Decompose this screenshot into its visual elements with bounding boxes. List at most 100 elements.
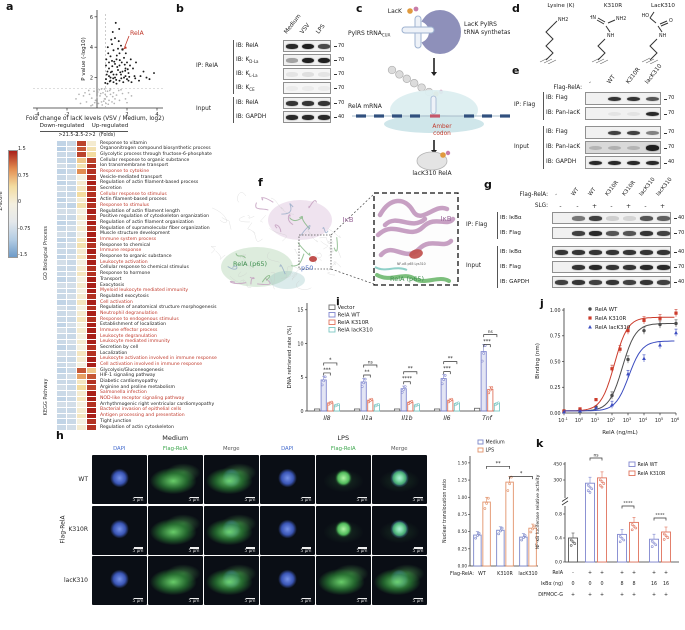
sig-point: [108, 67, 110, 70]
stain-header: Flag-RelA: [162, 446, 188, 452]
density-mesh-stroke: [315, 252, 322, 258]
heatmap-cell: [57, 175, 67, 181]
data-dot: [497, 532, 501, 536]
heatmap-cell: [67, 237, 77, 244]
scale-bar: [301, 547, 311, 549]
marker-square: [578, 407, 582, 411]
marker-tick: [664, 147, 667, 149]
heatmap-row-label: Glycolysis/Gluconeogenesis: [100, 367, 164, 373]
sig-point: [114, 37, 116, 40]
heatmap-cell: [57, 158, 67, 164]
heatmap-cell: [57, 413, 67, 420]
heatmap-row: Myeloid leukocyte mediated immunity: [57, 289, 188, 295]
text-label: +: [652, 570, 656, 576]
text-label: RelA: [552, 570, 563, 576]
density-mesh-stroke: [299, 230, 311, 235]
data-dot: [652, 541, 656, 545]
density-mesh-stroke: [242, 263, 253, 267]
ib-label: IB: GAPDH: [236, 113, 267, 120]
data-dot: [476, 534, 479, 537]
heatmap-cell: [77, 271, 87, 278]
marker-tick: [674, 267, 677, 268]
blot-box: [283, 54, 331, 66]
data-dot: [586, 483, 590, 487]
text-label: NH2: [616, 16, 626, 22]
heatmap-row-label: Cellular response to chemical stimulus: [100, 265, 189, 271]
protein-band: [640, 265, 653, 270]
heatmap-row-label: Secretion by cell: [100, 345, 139, 350]
heatmap-cell: [77, 214, 87, 221]
text-label: O: [669, 18, 673, 24]
heatmap-cell: [57, 254, 67, 261]
heatmap-cell: [57, 345, 67, 352]
data-dot: [569, 538, 573, 542]
heatmap-row: Actin filament-based process: [57, 198, 167, 204]
ib-label: IB: K: [236, 56, 250, 63]
text-label: 2: [90, 76, 93, 82]
text-label: ns: [368, 360, 374, 365]
heatmap-cell: [67, 248, 77, 255]
density-mesh-stroke: [297, 242, 311, 256]
heatmap-row: Cellular response to organic substance: [57, 158, 189, 164]
heatmap-cell: [87, 305, 97, 312]
protein-band: [572, 216, 585, 221]
heatmap-row: Glycolysis/Gluconeogenesis: [57, 368, 164, 374]
text-label: lacK310 RelA: [412, 170, 452, 176]
blot-row-label: IB: KL-La: [236, 71, 258, 78]
ns-point: [127, 91, 130, 94]
heatmap-cell: [77, 192, 87, 198]
heatmap-cell: [87, 175, 97, 181]
heatmap-cell: [57, 351, 67, 357]
panel-i-label: i: [336, 295, 340, 308]
text-label: +: [571, 592, 575, 598]
text-label: 8: [620, 581, 623, 587]
sig-point: [106, 46, 109, 49]
marker-weight: 70: [668, 144, 675, 151]
ib-label-subscript: CE: [249, 86, 255, 92]
structure-0: NH2: [539, 17, 568, 64]
sig-point: [126, 68, 129, 71]
data-dot: [520, 538, 523, 542]
heatmap-cell: [67, 294, 77, 301]
heatmap-cell: [57, 231, 67, 238]
blot-row-label: IB: Flag: [546, 95, 568, 101]
blot-row-label: IB: KD-La: [236, 57, 259, 64]
ns-point: [104, 93, 107, 96]
scale-label: 5 μm: [300, 599, 312, 604]
protein-band: [645, 160, 660, 166]
blot-row-label: IB: GAPDH: [236, 114, 266, 120]
protein-band: [302, 115, 314, 120]
text-label: 6: [90, 15, 93, 21]
protein-band: [589, 265, 602, 270]
heatmap-cell: [57, 368, 67, 374]
sig-point: [124, 67, 127, 70]
heatmap-row-label: Leukocyte degranulation: [100, 333, 157, 339]
heatmap-cell: [57, 356, 67, 363]
sig-bracket: [363, 374, 371, 378]
ib-label: IB: RelA: [236, 99, 259, 106]
scale-bar: [245, 496, 255, 498]
ns-point: [130, 94, 133, 97]
data-dot: [600, 480, 604, 483]
protein-band: [572, 265, 585, 270]
sig-point: [115, 78, 118, 81]
sig-bracket: [323, 372, 331, 376]
ns-point: [102, 91, 104, 94]
heatmap-row: Establishment of localization: [57, 323, 166, 329]
heatmap-cell: [57, 305, 67, 312]
heatmap-row-label: Antigen processing and presentation: [100, 413, 185, 419]
protein-band: [606, 231, 619, 236]
heatmap-cell: [77, 362, 87, 369]
text-label: codon: [433, 131, 451, 137]
bar: [617, 533, 627, 563]
protein-band: [623, 265, 636, 270]
scale-bar: [189, 547, 199, 549]
text-label: 0: [600, 581, 603, 587]
text-label: lacK310: [518, 571, 537, 577]
group-label: Input: [466, 263, 482, 269]
heatmap-cell: [77, 248, 87, 255]
text-label: ****: [623, 501, 633, 507]
heatmap-cell: [57, 214, 67, 221]
text-label: 105: [655, 417, 663, 424]
heatmap-row: Response to stimulus: [57, 203, 149, 210]
